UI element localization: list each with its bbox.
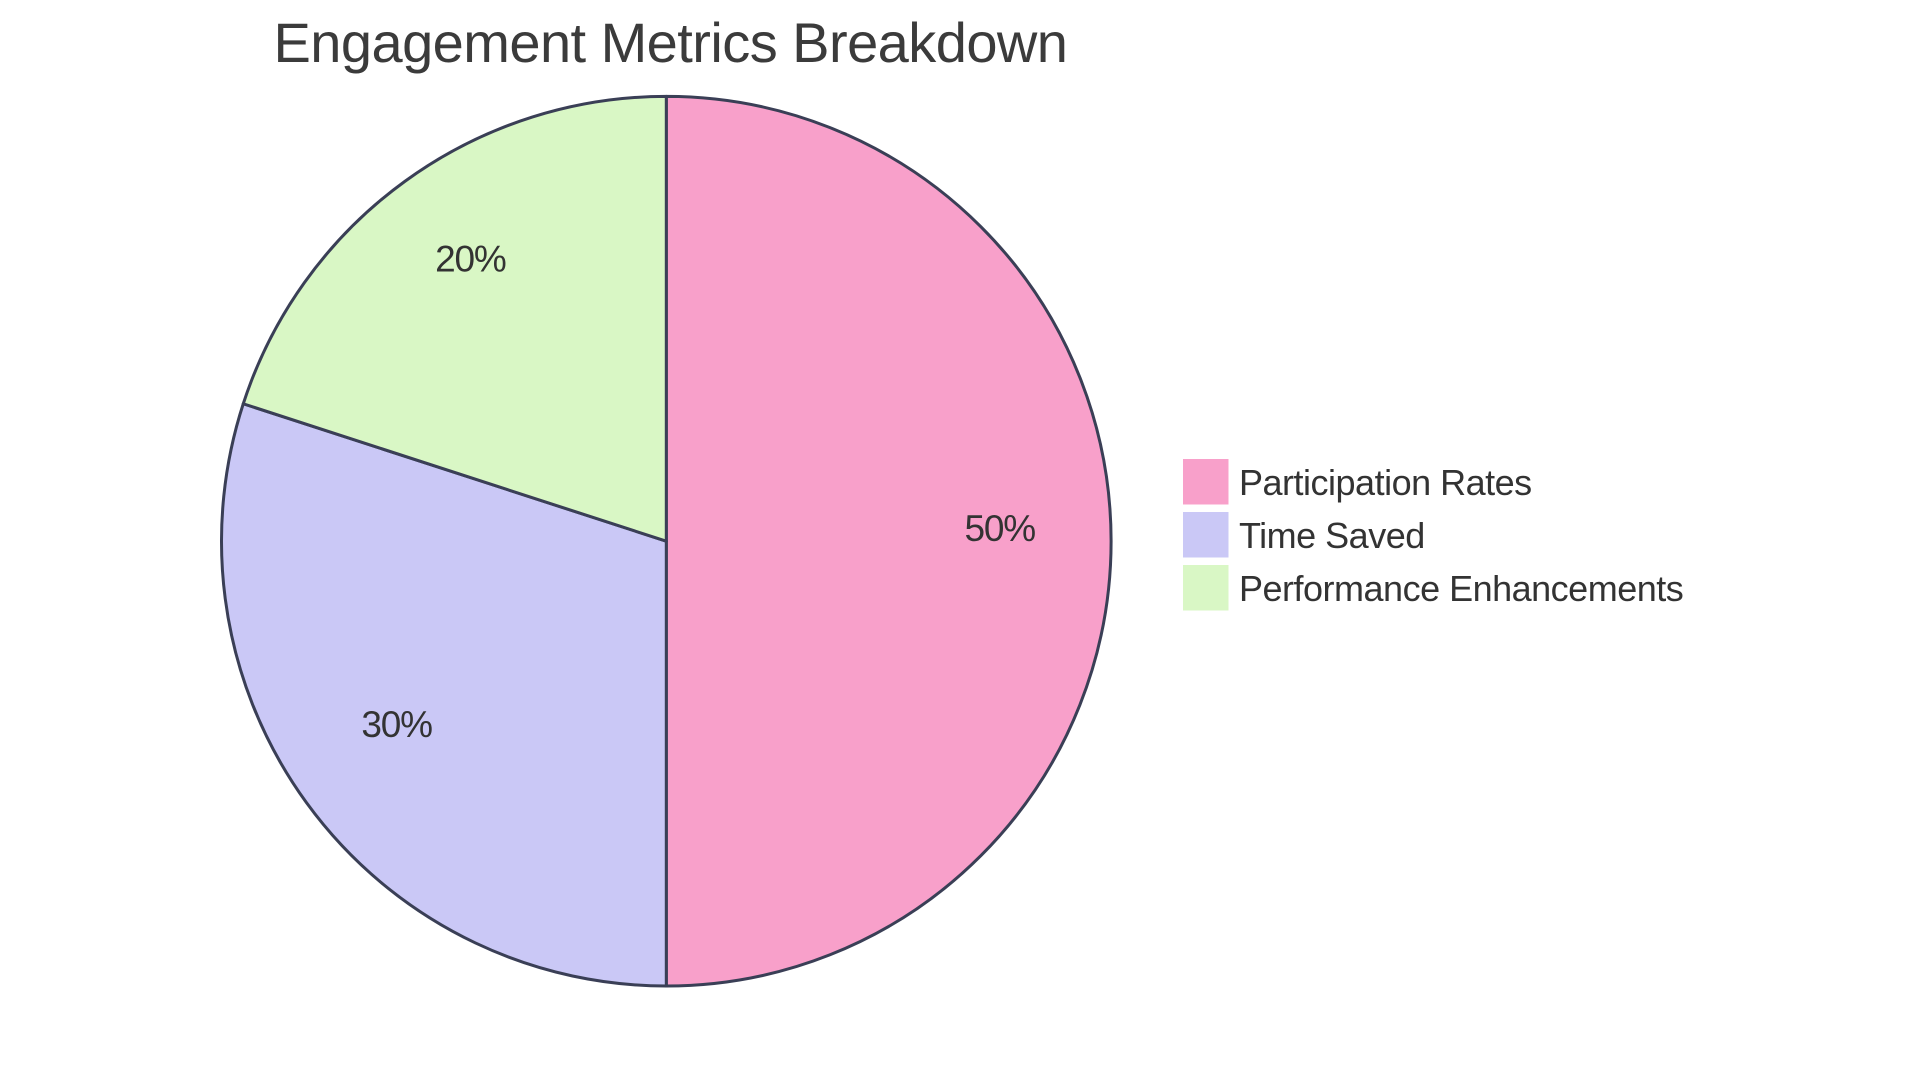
svg-text:Performance Enhancements: Performance Enhancements [1239,568,1683,609]
svg-text:Participation Rates: Participation Rates [1239,462,1532,503]
svg-text:30%: 30% [361,704,432,745]
svg-text:Engagement Metrics Breakdown: Engagement Metrics Breakdown [274,11,1068,74]
svg-text:20%: 20% [435,239,506,280]
svg-text:50%: 50% [964,508,1035,549]
svg-text:Time Saved: Time Saved [1239,515,1425,556]
